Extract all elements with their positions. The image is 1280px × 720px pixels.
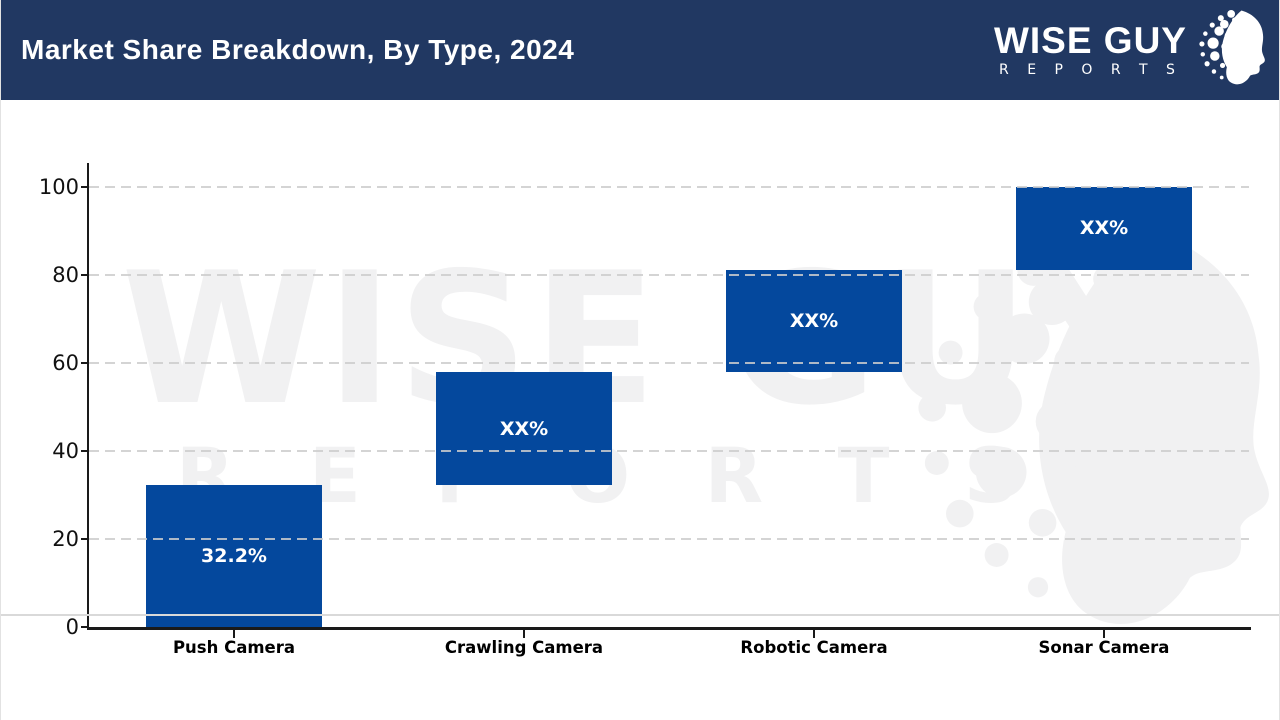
y-axis-spine	[87, 163, 89, 630]
y-tick-label: 80	[52, 263, 79, 287]
y-tick-label: 60	[52, 351, 79, 375]
chart-title: Market Share Breakdown, By Type, 2024	[21, 34, 575, 65]
x-tick-mark	[813, 630, 815, 638]
logo-wordmark: WISE GUY	[993, 20, 1187, 61]
bottom-divider	[1, 614, 1279, 616]
bar-value-label: XX%	[1079, 217, 1129, 240]
x-axis-spine	[89, 627, 1251, 630]
gridline	[89, 186, 1249, 188]
y-tick-mark	[81, 274, 89, 276]
x-tick-mark	[523, 630, 525, 638]
y-tick-label: 20	[52, 527, 79, 551]
bar	[726, 269, 902, 372]
bar-value-label: 32.2%	[201, 545, 267, 568]
x-tick-label: Robotic Camera	[740, 638, 888, 657]
logo-subtitle: R E P O R T S	[999, 62, 1182, 78]
gridline	[89, 274, 1249, 276]
y-tick-mark	[81, 626, 89, 628]
bar-value-label: XX%	[499, 417, 549, 440]
gridline	[89, 362, 1249, 364]
bar	[146, 485, 322, 627]
x-tick-label: Sonar Camera	[1038, 638, 1170, 657]
y-tick-mark	[81, 186, 89, 188]
y-tick-label: 40	[52, 439, 79, 463]
wise-guy-logo: WISE GUY R E P O R T S	[994, 4, 1269, 96]
x-tick-mark	[1103, 630, 1105, 638]
y-tick-mark	[81, 362, 89, 364]
x-tick-mark	[233, 630, 235, 638]
bar	[1016, 187, 1192, 270]
y-tick-label: 100	[38, 175, 79, 199]
logo-text: WISE GUY R E P O R T S	[994, 22, 1187, 78]
x-tick-label: Crawling Camera	[444, 638, 604, 657]
y-tick-mark	[81, 450, 89, 452]
bar-value-label: XX%	[789, 309, 839, 332]
logo-head-icon	[1199, 10, 1265, 85]
gridline	[89, 538, 1249, 540]
y-tick-mark	[81, 538, 89, 540]
bar	[436, 371, 612, 486]
x-tick-label: Push Camera	[172, 638, 296, 657]
y-tick-label: 0	[65, 615, 79, 639]
header: Market Share Breakdown, By Type, 2024 WI…	[1, 0, 1279, 100]
plot-area: WISE GUY R E P O R T S 02040608010032.2%…	[1, 100, 1279, 720]
gridline	[89, 450, 1249, 452]
